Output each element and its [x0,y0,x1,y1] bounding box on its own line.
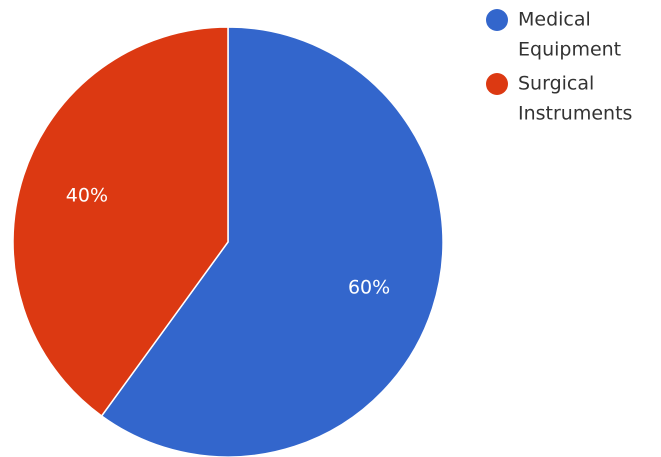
legend: Medical Equipment Surgical Instruments [486,9,632,125]
legend-label: Surgical [518,73,594,95]
legend-swatch [486,9,508,31]
pie-slices [12,26,444,457]
legend-swatch [486,73,508,95]
pie-slice-medical-equipment[interactable] [100,26,444,457]
pie-slice-surgical-instruments[interactable] [12,26,229,417]
pie-slice-label: 60% [348,276,390,298]
pie-slice-labels: 60% 40% [66,185,390,299]
legend-label: Equipment [518,39,621,61]
pie-slice-label: 40% [66,185,108,207]
legend-label: Instruments [518,103,632,125]
legend-label: Medical [518,9,591,31]
